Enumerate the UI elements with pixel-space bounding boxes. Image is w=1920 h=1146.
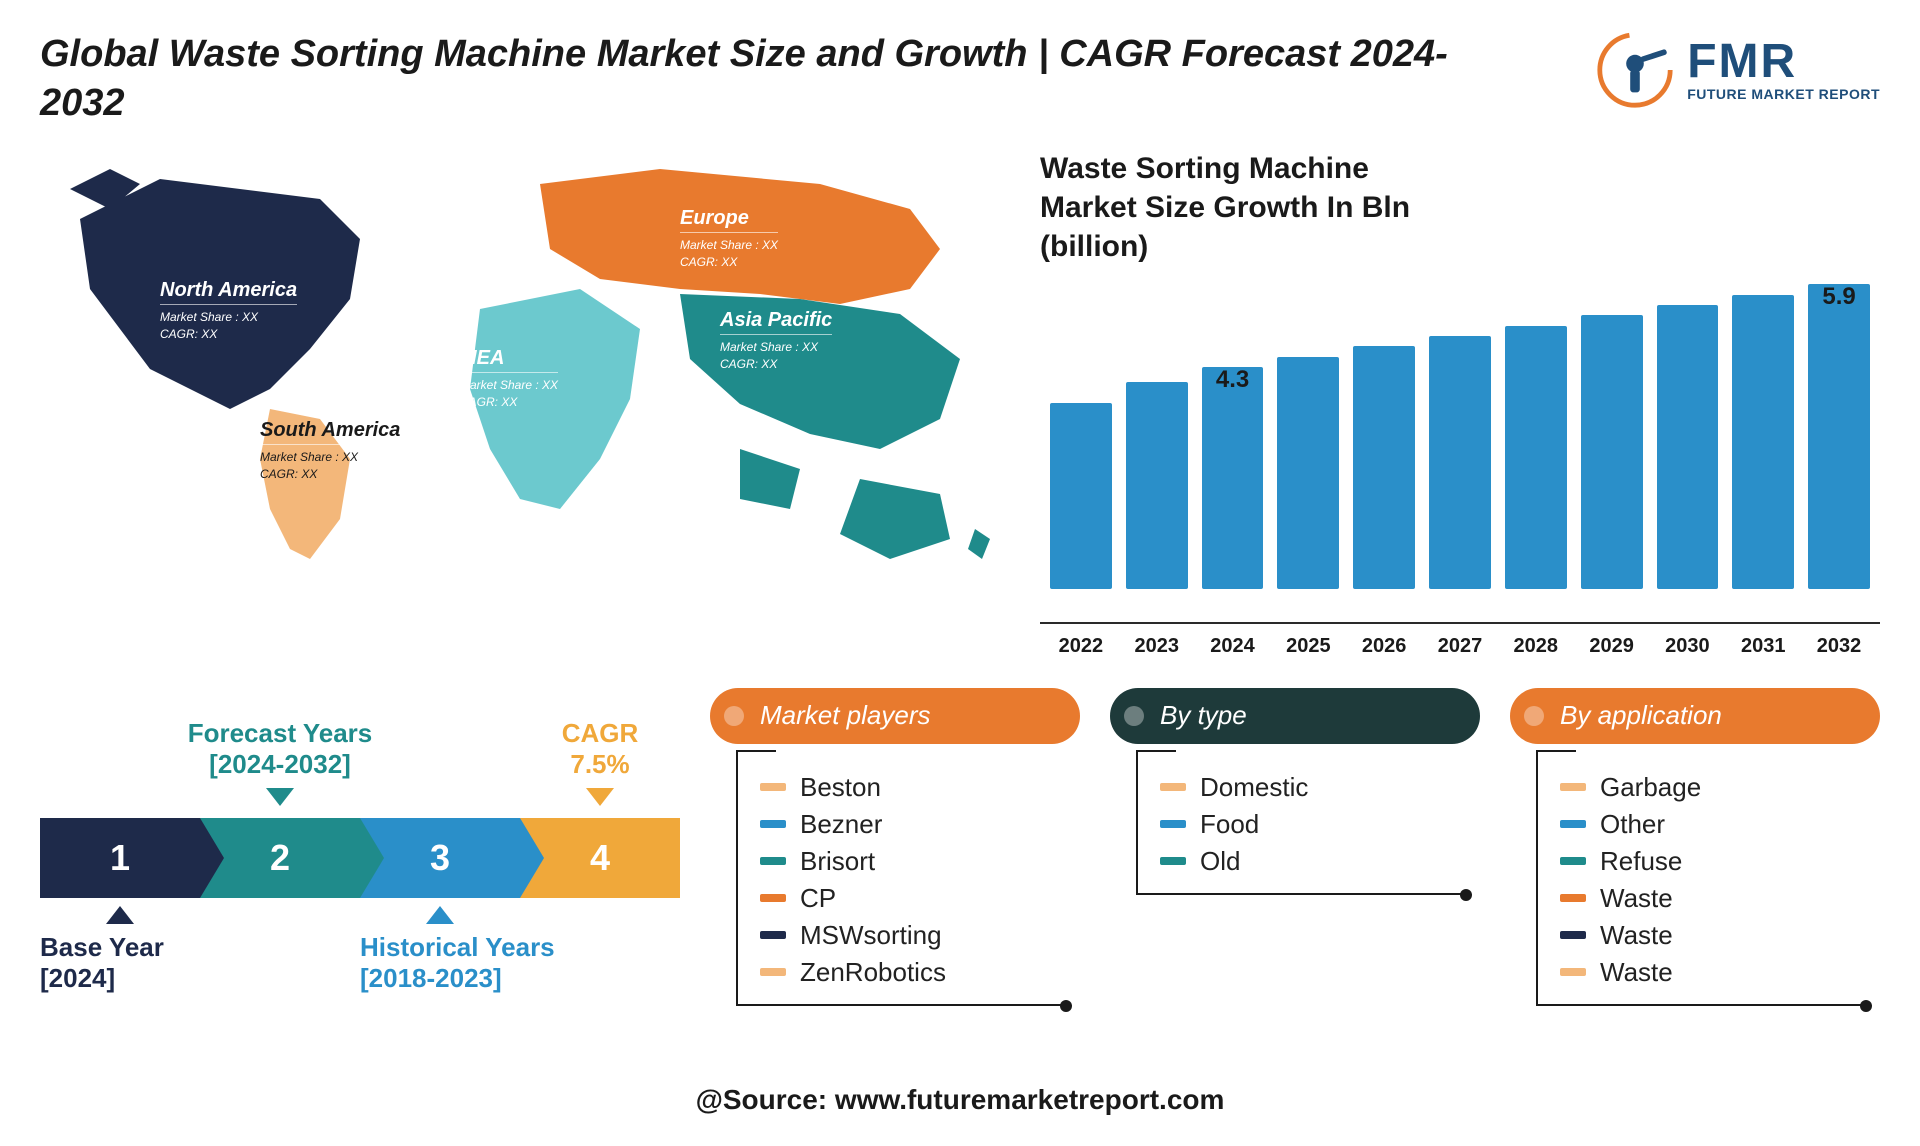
timeline-label-historical-years: Historical Years[2018-2023] [360, 906, 620, 994]
bar-2026: 2026 [1353, 346, 1415, 658]
list-item: MSWsorting [760, 920, 1080, 951]
category-market-players: Market players Beston Bezner Brisort CP MSWso… [710, 688, 1080, 1026]
list-item: ZenRobotics [760, 957, 1080, 988]
timeline-seg-4: 4 [520, 818, 680, 898]
logo-text-main: FMR [1687, 38, 1880, 86]
list-item: Refuse [1560, 846, 1880, 877]
bar-2023: 2023 [1126, 382, 1188, 657]
list-item: Brisort [760, 846, 1080, 877]
timeline-seg-2: 2 [200, 818, 360, 898]
timeline-label-base-year: Base Year[2024] [40, 906, 300, 994]
list-item: Beston [760, 772, 1080, 803]
list-item: Garbage [1560, 772, 1880, 803]
list-item: Waste [1560, 920, 1880, 951]
bar-2022: 2022 [1050, 403, 1112, 658]
world-map: North AmericaMarket Share : XXCAGR: XX So… [40, 139, 1000, 579]
category-list: Domestic Food Old [1110, 750, 1480, 907]
category-pill: Market players [710, 688, 1080, 744]
list-item: Domestic [1160, 772, 1480, 803]
fmr-logo-icon [1595, 30, 1675, 110]
bar-2025: 2025 [1277, 357, 1339, 658]
timeline-seg-3: 3 [360, 818, 520, 898]
bar-2027: 2027 [1429, 336, 1491, 658]
category-pill: By type [1110, 688, 1480, 744]
bar-2031: 2031 [1732, 295, 1794, 658]
chart-title: Waste Sorting Machine Market Size Growth… [1040, 149, 1460, 266]
bar-chart: Waste Sorting Machine Market Size Growth… [1040, 139, 1880, 658]
list-item: Bezner [760, 809, 1080, 840]
timeline-label-forecast-years: Forecast Years[2024-2032] [160, 718, 400, 806]
category-list: Garbage Other Refuse Waste Waste Waste [1510, 750, 1880, 1018]
category-pill: By application [1510, 688, 1880, 744]
category-by-application: By application Garbage Other Refuse Waste Was… [1510, 688, 1880, 1026]
timeline: Forecast Years[2024-2032]CAGR7.5% 1234 B… [40, 688, 680, 1026]
region-sa: South AmericaMarket Share : XXCAGR: XX [260, 419, 400, 483]
region-na: North AmericaMarket Share : XXCAGR: XX [160, 279, 297, 343]
category-by-type: By type Domestic Food Old [1110, 688, 1480, 1026]
bar-2029: 2029 [1581, 315, 1643, 658]
region-eur: EuropeMarket Share : XXCAGR: XX [680, 207, 778, 271]
list-item: Waste [1560, 883, 1880, 914]
list-item: Old [1160, 846, 1480, 877]
logo-text-sub: FUTURE MARKET REPORT [1687, 86, 1880, 102]
bar-2030: 2030 [1657, 305, 1719, 658]
source-attribution: @Source: www.futuremarketreport.com [0, 1084, 1920, 1116]
list-item: Food [1160, 809, 1480, 840]
region-ap: Asia PacificMarket Share : XXCAGR: XX [720, 309, 832, 373]
bar-2028: 2028 [1505, 326, 1567, 658]
bar-2024: 4.32024 [1202, 367, 1264, 658]
bar-2032: 5.92032 [1808, 284, 1870, 658]
timeline-label-cagr: CAGR7.5% [480, 718, 720, 806]
logo: FMR FUTURE MARKET REPORT [1595, 30, 1880, 110]
region-mea: MEAMarket Share : XXCAGR: XX [460, 347, 558, 411]
page-title: Global Waste Sorting Machine Market Size… [40, 30, 1460, 129]
list-item: CP [760, 883, 1080, 914]
timeline-seg-1: 1 [40, 818, 200, 898]
category-list: Beston Bezner Brisort CP MSWsorting ZenRoboti… [710, 750, 1080, 1018]
list-item: Other [1560, 809, 1880, 840]
list-item: Waste [1560, 957, 1880, 988]
